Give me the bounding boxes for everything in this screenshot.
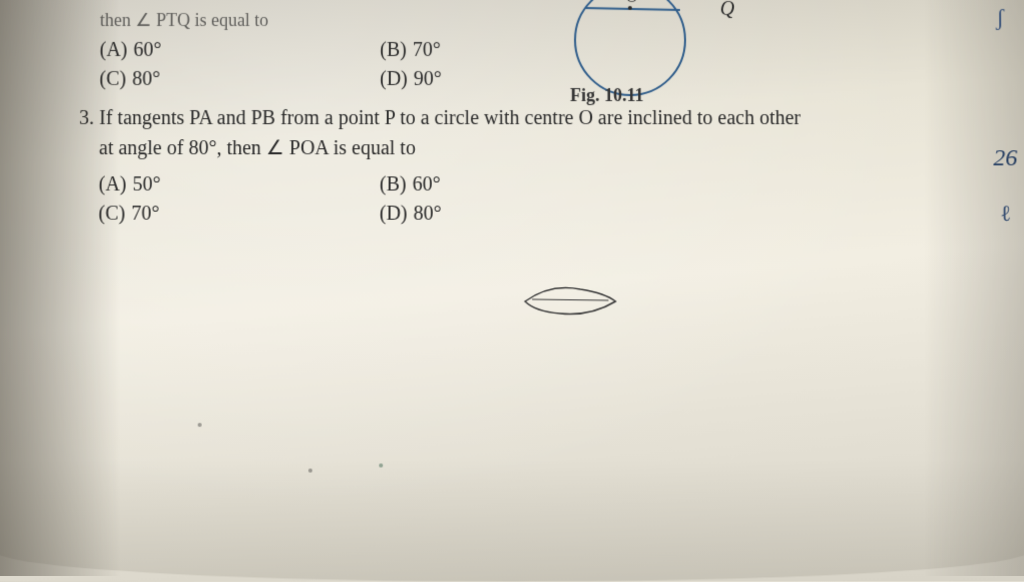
option-label: (C) — [99, 68, 126, 91]
ink-dot — [379, 463, 383, 467]
question-text-line-2: at angle of 80°, then ∠ POA is equal to — [99, 137, 416, 159]
margin-scribble-1: ℓ — [1000, 201, 1011, 227]
option-q2-a: (A) 60° — [100, 39, 380, 62]
option-label: (B) — [380, 39, 407, 62]
ink-dot — [198, 423, 202, 427]
ink-dot — [308, 469, 312, 473]
option-label: (D) — [379, 203, 407, 226]
option-value: 60° — [133, 39, 161, 62]
partial-intro-text: then ∠ PTQ is equal to — [100, 10, 964, 31]
option-value: 60° — [412, 173, 440, 196]
eye-sketch-icon — [520, 281, 621, 321]
q3-options-row-1: (A) 50° (B) 60° — [79, 173, 966, 196]
option-q2-c: (C) 80° — [99, 68, 379, 91]
margin-handwritten-number: 26 — [993, 145, 1017, 172]
option-label: (B) — [380, 173, 407, 196]
option-value: 50° — [132, 173, 160, 196]
option-value: 70° — [131, 203, 159, 226]
option-label: (D) — [380, 68, 408, 91]
svg-text:O: O — [626, 0, 638, 6]
page-curve-shadow — [0, 459, 1024, 581]
option-value: 70° — [413, 39, 441, 62]
option-q2-b: (B) 70° — [380, 39, 580, 62]
q3-options: (A) 50° (B) 60° (C) 70° (D) 80° — [78, 173, 965, 225]
option-q3-b: (B) 60° — [380, 173, 581, 196]
textbook-page: then ∠ PTQ is equal to (A) 60° (B) 70° (… — [0, 0, 1024, 581]
option-label: (A) — [100, 39, 128, 62]
figure-caption: Fig. 10.11 — [570, 85, 644, 106]
margin-scribble-top: ʃ — [996, 5, 1004, 32]
q2-options-row-2: (C) 80° (D) 90° — [79, 68, 964, 91]
question-number: 3. — [79, 107, 94, 129]
option-value: 90° — [414, 68, 442, 91]
figure-outer-label: Q — [720, 0, 735, 21]
q3-options-row-2: (C) 70° (D) 80° — [78, 203, 965, 226]
option-value: 80° — [413, 203, 441, 226]
option-q3-a: (A) 50° — [99, 173, 380, 196]
option-label: (A) — [99, 173, 127, 196]
option-q3-d: (D) 80° — [379, 203, 580, 226]
question-3: 3. If tangents PA and PB from a point P … — [79, 103, 901, 163]
option-q2-d: (D) 90° — [380, 68, 580, 91]
q2-options-row-1: (A) 60° (B) 70° — [80, 39, 965, 62]
option-label: (C) — [98, 203, 125, 226]
option-value: 80° — [132, 68, 160, 91]
option-q3-c: (C) 70° — [98, 203, 379, 226]
